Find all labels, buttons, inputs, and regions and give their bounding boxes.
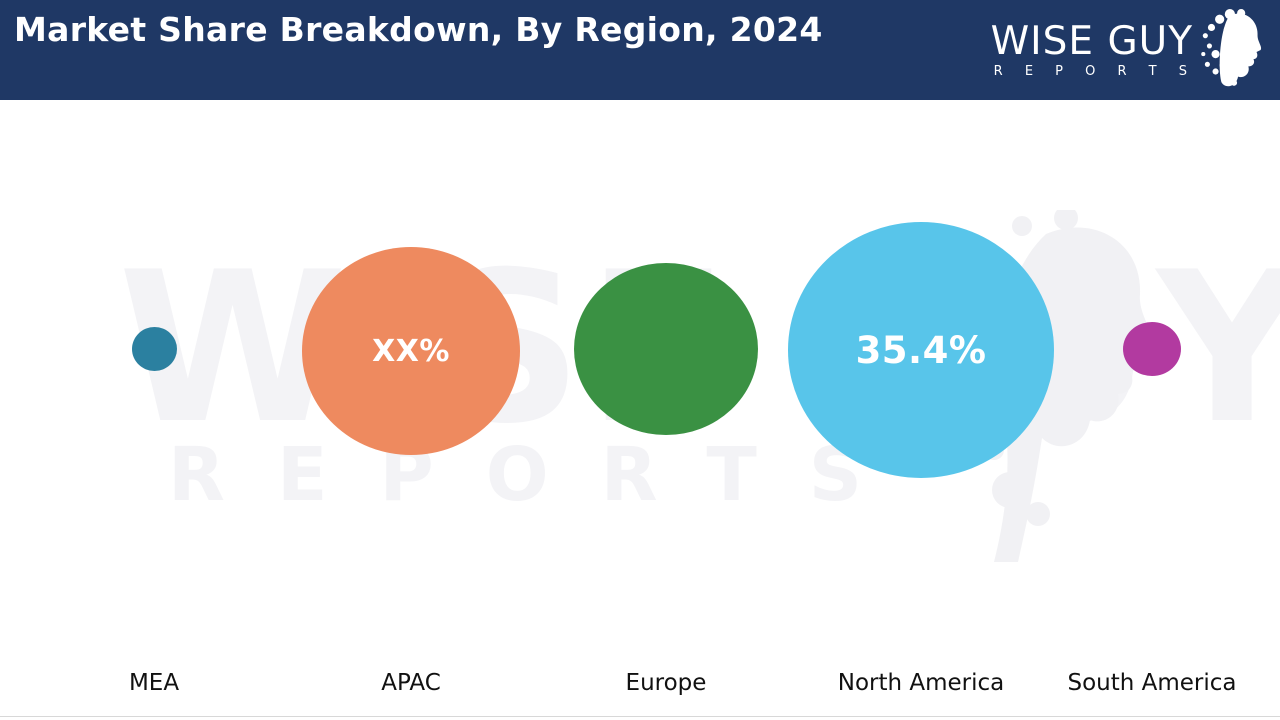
bubble-north-america: 35.4% [788,222,1054,478]
bubble-mea [131,327,177,371]
category-label-apac: APAC [381,670,441,696]
brand-face-icon [1201,9,1262,87]
header-bar: Market Share Breakdown, By Region, 2024 … [0,0,1280,100]
page-title: Market Share Breakdown, By Region, 2024 [14,10,823,49]
brand-subtitle: R E P O R T S [993,63,1196,79]
bubble-south-america [1123,322,1181,376]
bubble-europe [574,263,758,435]
category-label-north-america: North America [837,670,1005,696]
bottom-divider [0,716,1280,717]
bubble-apac: XX% [302,247,520,455]
bubble-value-label-apac: XX% [372,333,450,369]
brand-logo: WISE GUY R E P O R T S [988,5,1270,95]
category-label-mea: MEA [128,670,180,696]
brand-name: WISE GUY [990,18,1194,64]
bubble-value-label-north-america: 35.4% [855,328,987,372]
category-label-south-america: South America [1067,670,1237,696]
category-label-europe: Europe [625,670,707,696]
brand-logo-text: WISE GUY R E P O R T S [988,22,1196,79]
